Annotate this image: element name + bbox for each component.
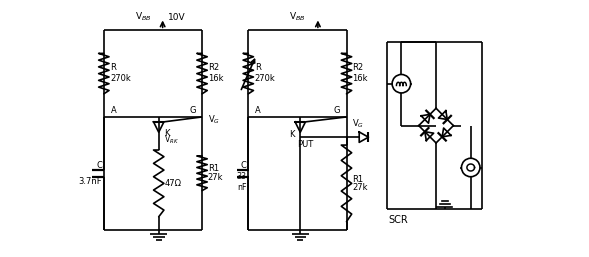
Text: SCR: SCR (389, 215, 408, 225)
Text: C: C (241, 161, 247, 170)
Text: 270k: 270k (110, 74, 131, 83)
Text: V$_G$: V$_G$ (352, 118, 365, 130)
Text: 270k: 270k (254, 74, 276, 83)
Text: 10V: 10V (167, 13, 185, 22)
Text: A: A (255, 106, 261, 115)
Text: K: K (164, 129, 170, 138)
Text: 16k: 16k (208, 74, 223, 83)
Text: R: R (110, 63, 116, 72)
Text: 27k: 27k (352, 183, 368, 192)
Text: A: A (111, 106, 117, 115)
Text: G: G (189, 106, 196, 115)
Text: R1: R1 (352, 176, 363, 185)
Text: V$_{BB}$: V$_{BB}$ (135, 11, 151, 23)
Text: R: R (254, 63, 260, 72)
Text: G: G (334, 106, 340, 115)
Text: 47Ω: 47Ω (164, 179, 181, 188)
Text: PUT: PUT (297, 140, 313, 149)
Text: R2: R2 (352, 63, 363, 72)
Text: R2: R2 (208, 63, 219, 72)
Text: C: C (96, 161, 102, 170)
Text: K: K (289, 130, 294, 139)
Text: R1: R1 (208, 164, 219, 173)
Text: 3.7nF: 3.7nF (78, 177, 102, 186)
Text: V$_G$: V$_G$ (208, 114, 220, 126)
Text: 33
nF: 33 nF (237, 172, 247, 192)
Text: 16k: 16k (352, 74, 368, 83)
Text: V$_{RK}$: V$_{RK}$ (164, 134, 180, 146)
Text: 27k: 27k (208, 173, 223, 182)
Text: V$_{BB}$: V$_{BB}$ (289, 11, 306, 23)
